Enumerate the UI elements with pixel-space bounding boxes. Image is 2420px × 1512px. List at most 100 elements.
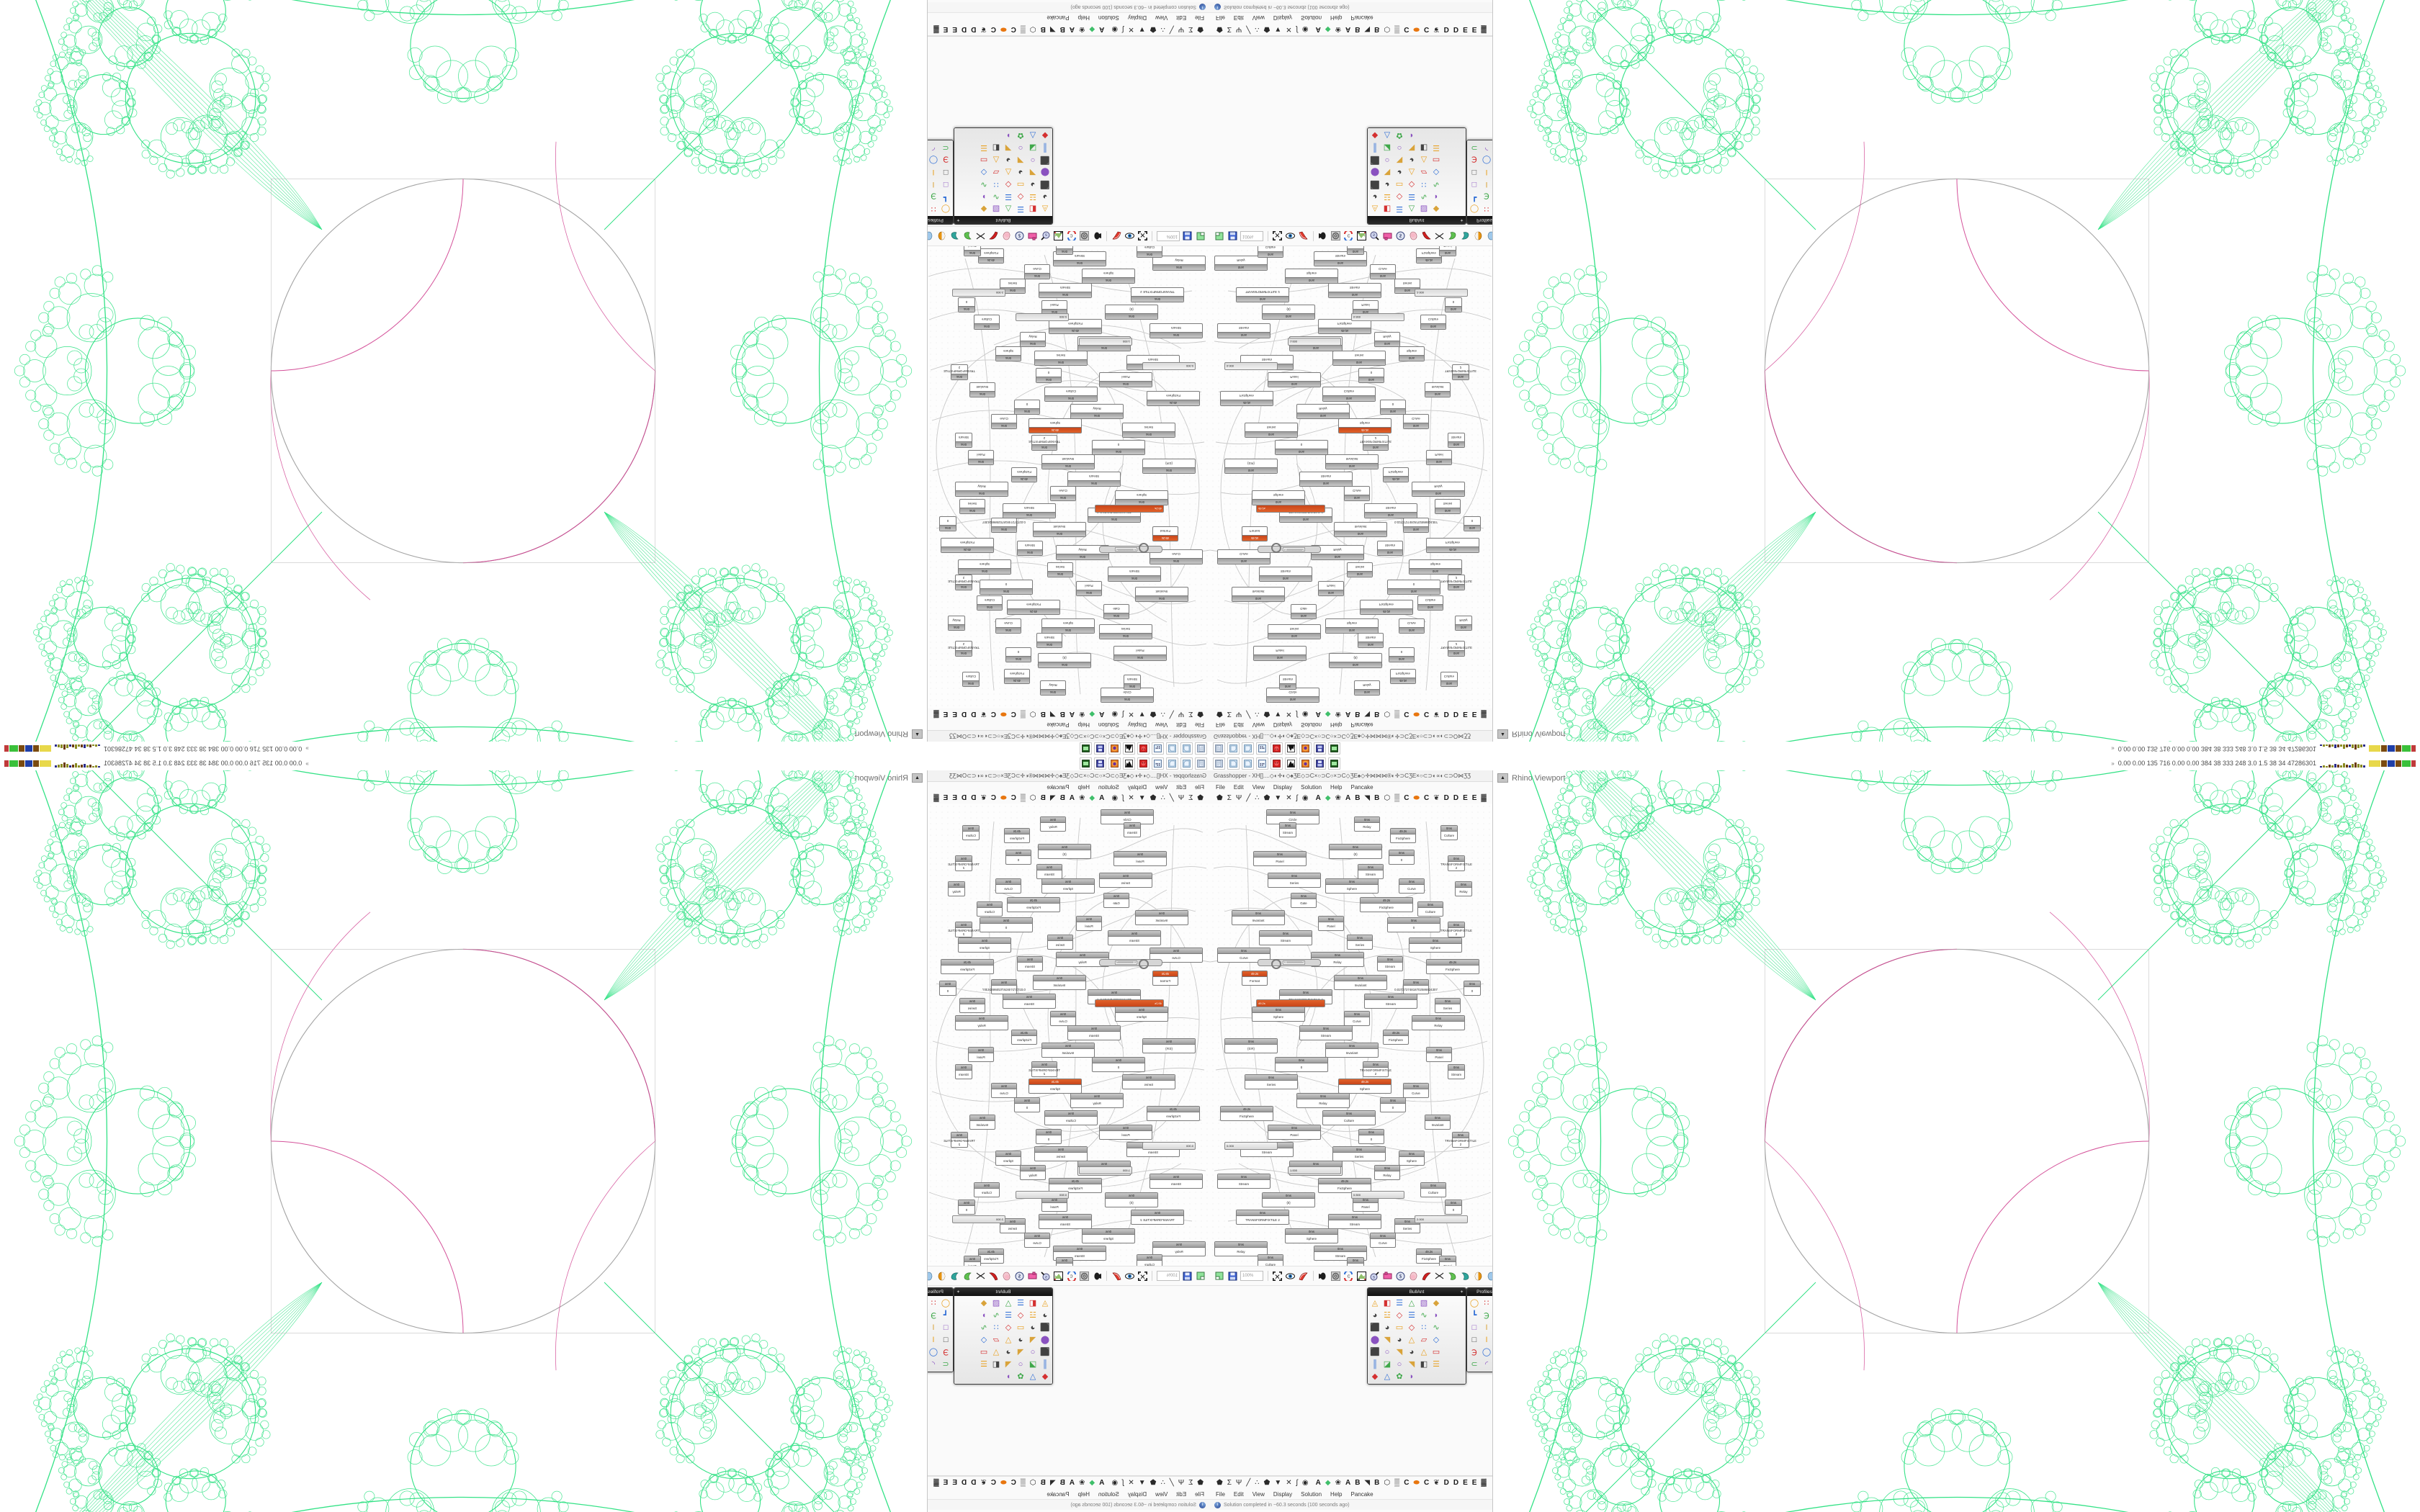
transform-icon[interactable]: ʃ: [1296, 1478, 1298, 1487]
graph-node[interactable]: 0ms {0}: [1262, 1192, 1315, 1207]
purple-plane-icon[interactable]: ◪: [1383, 143, 1392, 153]
point-pair-icon[interactable]: ∷: [931, 1298, 936, 1308]
tab-b2[interactable]: B: [1040, 710, 1046, 718]
graph-node[interactable]: 0ms Sphere: [995, 346, 1021, 361]
tab-bird-icon[interactable]: ❦: [1433, 25, 1440, 34]
sets-icon[interactable]: Ψ: [1235, 1478, 1242, 1487]
tab-shell-icon[interactable]: ❀: [1335, 25, 1341, 34]
orange-poly-icon[interactable]: ◆: [1041, 1372, 1049, 1381]
graph-node[interactable]: 0ms 0: [1380, 400, 1406, 415]
graph-node[interactable]: 0ms Culture: [1417, 901, 1443, 917]
menu-item-file[interactable]: File: [1195, 1490, 1204, 1498]
sets-icon[interactable]: Ψ: [1178, 25, 1185, 34]
graph-node[interactable]: 49.2s FixSphere: [1007, 897, 1060, 912]
purple-plane-icon[interactable]: ◪: [1028, 143, 1037, 153]
sketch-icon[interactable]: [1053, 231, 1063, 242]
chart-ramp-2-icon[interactable]: ◥: [1396, 1347, 1403, 1356]
tab-grid-icon[interactable]: ▒: [1394, 25, 1400, 34]
tab-shell-icon[interactable]: ❀: [1079, 1478, 1085, 1487]
arch-icon[interactable]: △: [1029, 1372, 1036, 1381]
red-polygon-icon[interactable]: △: [1408, 1298, 1415, 1308]
graph-node[interactable]: 0ms Sphere: [1115, 1007, 1168, 1022]
graph-node[interactable]: 0ms Relay: [1374, 332, 1400, 347]
circle-component[interactable]: 0.000000000004: [1258, 959, 1321, 969]
curve-icon[interactable]: ∴: [1160, 793, 1165, 802]
mesh-icon[interactable]: ▼: [1138, 710, 1146, 719]
tab-shield-icon[interactable]: ⬡: [1029, 25, 1036, 34]
menu-item-file[interactable]: File: [1195, 14, 1204, 22]
graph-node[interactable]: 0ms Series: [1332, 1146, 1386, 1161]
menu-item-view[interactable]: View: [1252, 1490, 1265, 1498]
number-slider[interactable]: 0.000: [1142, 1142, 1196, 1150]
menu-item-solution[interactable]: Solution: [1098, 1490, 1119, 1498]
cluster-icon[interactable]: [1331, 231, 1341, 242]
dollar-icon[interactable]: $: [1396, 1271, 1406, 1282]
truss-icon[interactable]: ☳: [1029, 1310, 1036, 1320]
graph-node[interactable]: 49.2s FixSphere: [1360, 897, 1413, 912]
graph-node[interactable]: 0ms Curve: [1217, 948, 1270, 963]
graph-node[interactable]: 0ms 0: [1275, 440, 1328, 455]
graph-node[interactable]: 0ms Culture: [1137, 1254, 1162, 1266]
quad-curve-3-icon[interactable]: ◇: [980, 1335, 987, 1344]
tab-b2[interactable]: B: [1374, 25, 1380, 33]
notepad-2-icon[interactable]: [1166, 742, 1178, 755]
notepad-icon[interactable]: [1180, 742, 1193, 755]
tab-bird-icon[interactable]: ❦: [1433, 710, 1440, 719]
tab-c2[interactable]: C: [1423, 25, 1430, 33]
viewport-dropdown-icon[interactable]: ▲: [1497, 773, 1508, 783]
cha-sync-icon[interactable]: C: [1066, 1271, 1076, 1282]
graph-node[interactable]: 0ms Relay: [1040, 680, 1066, 696]
graph-node[interactable]: 0ms Series: [1268, 873, 1321, 888]
node-chain-icon[interactable]: ☰: [1396, 204, 1403, 214]
red-truss-icon[interactable]: △: [1408, 168, 1415, 177]
columns-icon[interactable]: ║: [1042, 1359, 1048, 1369]
menu-item-display[interactable]: Display: [1273, 721, 1293, 729]
scatter-icon[interactable]: ∷: [1421, 1323, 1427, 1332]
l-profile-icon[interactable]: ┗: [943, 1310, 949, 1320]
graph-node[interactable]: 0ms Relay: [1296, 1093, 1350, 1108]
graph-node[interactable]: 49.2s FixSphere: [978, 1248, 1004, 1264]
tab-b[interactable]: B: [1059, 794, 1065, 802]
red-face-icon[interactable]: [1137, 757, 1150, 770]
tab-b[interactable]: B: [1355, 25, 1361, 33]
frame-detail-icon[interactable]: ▧: [992, 204, 1000, 214]
red-poly-3-icon[interactable]: ▭: [980, 156, 988, 165]
maths-sigma-icon[interactable]: Σ: [1227, 793, 1232, 802]
vector-icon[interactable]: ╱: [1246, 793, 1251, 802]
blue-box-2-icon[interactable]: ⬛: [1040, 1347, 1050, 1356]
graph-node[interactable]: 0ms Relay: [1152, 256, 1206, 271]
red-truss-2-icon[interactable]: △: [992, 1347, 1000, 1356]
tab-leaf-icon[interactable]: ◆: [1089, 710, 1095, 719]
menu-item-view[interactable]: View: [1252, 721, 1265, 729]
purple-plane-icon[interactable]: ◪: [1028, 1359, 1037, 1369]
tab-a2[interactable]: A: [1069, 794, 1075, 802]
graph-node[interactable]: 0ms 0: [1036, 1129, 1062, 1144]
zoom-extents-icon[interactable]: [1273, 231, 1283, 242]
menu-item-pancake[interactable]: Pancake: [1047, 14, 1070, 22]
rhino-viewport[interactable]: ▲ Rhino Viewport: [1492, 0, 2420, 742]
point-pair-icon[interactable]: ∷: [931, 204, 936, 214]
cone-split-2-icon[interactable]: ◗: [1409, 1372, 1415, 1381]
chart-ramp-icon[interactable]: ◥: [1029, 168, 1036, 177]
graph-node[interactable]: 0ms Curve: [1403, 414, 1429, 429]
tab-bird-icon[interactable]: ❦: [1433, 1478, 1440, 1487]
curve-icon[interactable]: ∴: [1255, 793, 1260, 802]
teal-swatch-icon[interactable]: [949, 231, 959, 242]
tab-e[interactable]: E: [1463, 25, 1468, 33]
menu-item-display[interactable]: Display: [1273, 783, 1293, 791]
menu-item-solution[interactable]: Solution: [1098, 783, 1119, 791]
graph-node[interactable]: 0ms Gate: [1291, 604, 1317, 619]
bullant-palette[interactable]: BullAnt ✦ ◬ ◧ ☰ △ ▧ ◆ ◕ ☳ ◇ ☰ ∿ ◗ ⬛ ◕ ▭ ◇ ∷ ∿ ⬤ ◥ ◕ △ ▱ ◇ ⬛ ○ ◥ ◕ △ ▭…: [954, 127, 1053, 225]
